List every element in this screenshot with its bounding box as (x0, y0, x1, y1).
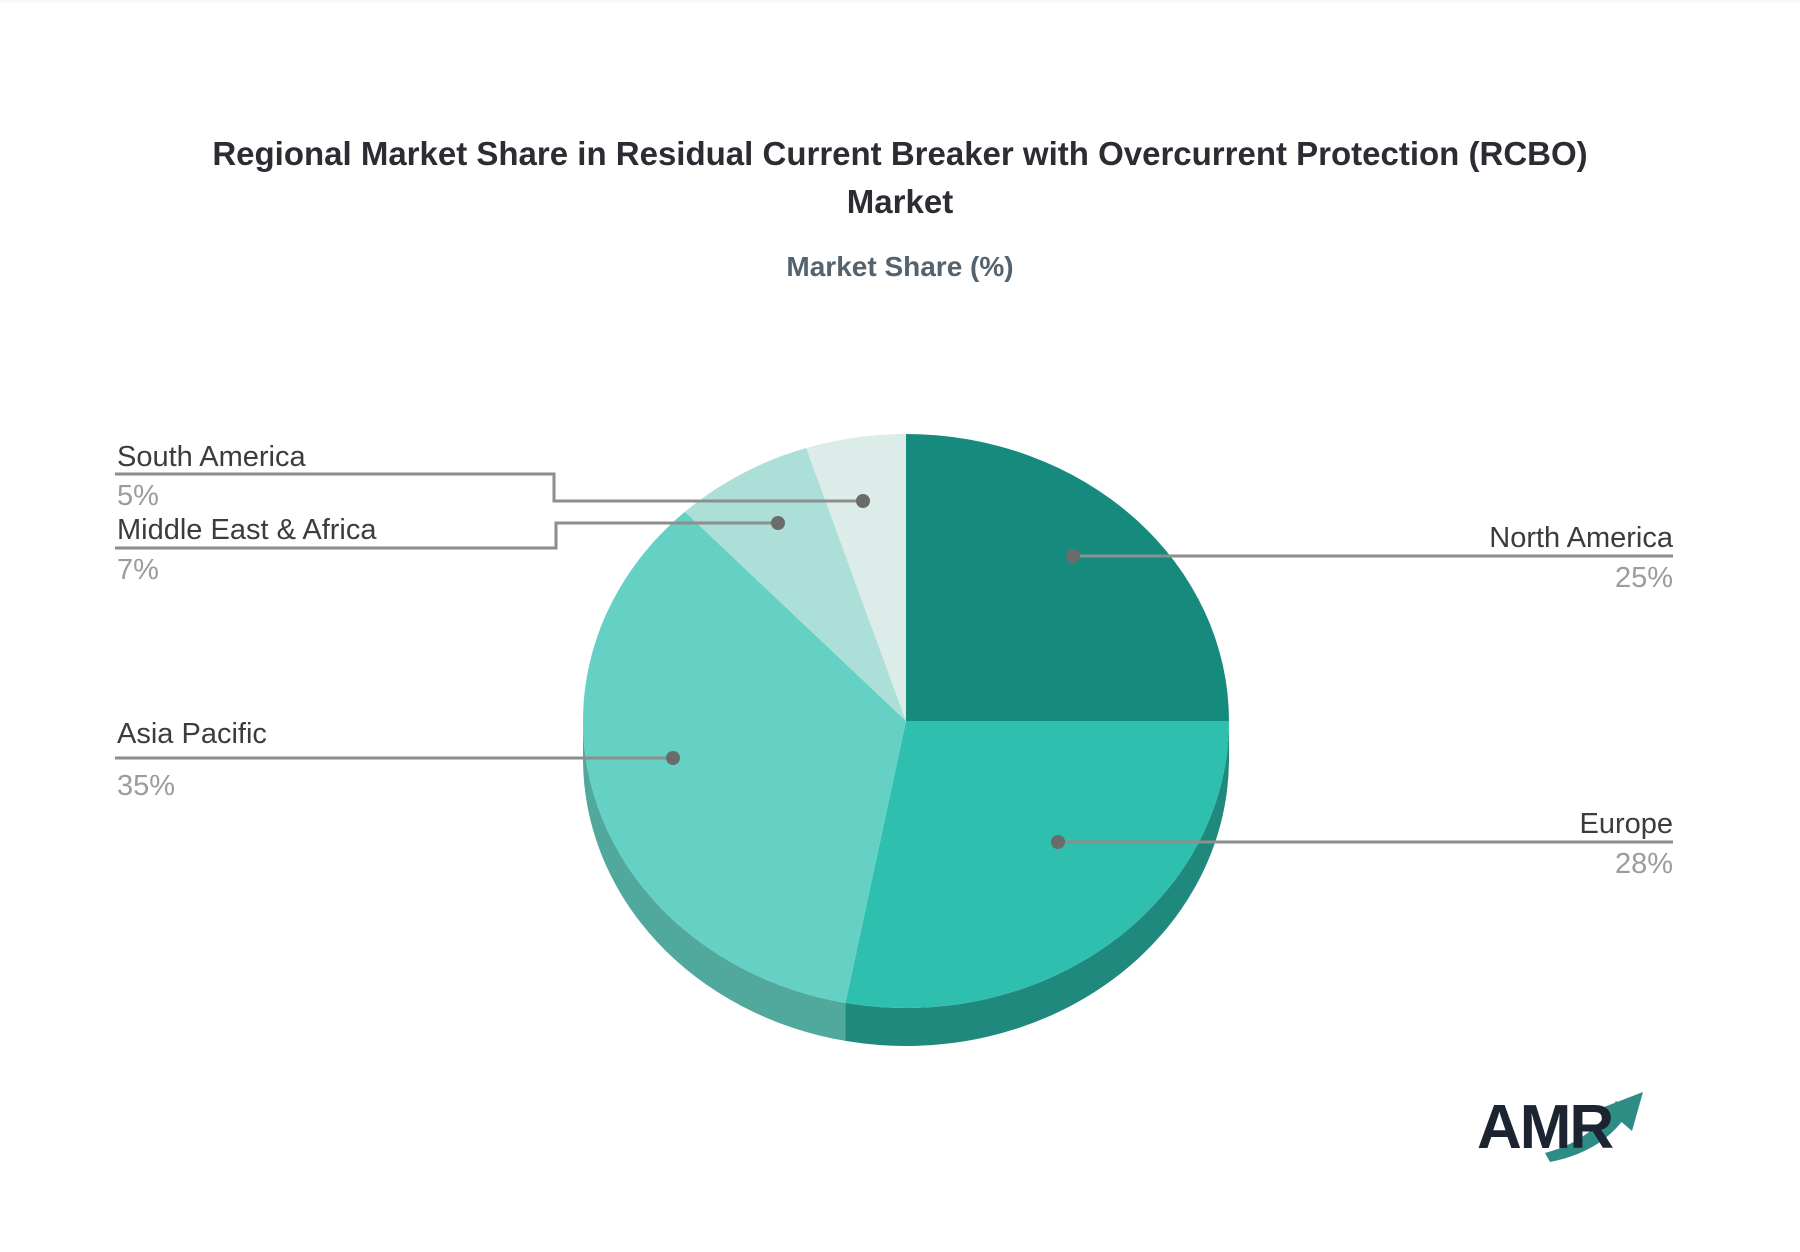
pie-slice-south-america (806, 434, 906, 721)
top-edge-strip (0, 0, 1800, 3)
callout-label-north-america: North America (1489, 522, 1673, 554)
callout-label-middle-east-africa: Middle East & Africa (117, 514, 377, 546)
callout-dot-south-america (856, 494, 870, 508)
pie-side-europe (845, 721, 1229, 1046)
amr-logo: AMR (1477, 1093, 1614, 1162)
chart-title-line1: Regional Market Share in Residual Curren… (212, 135, 1588, 172)
chart-subtitle: Market Share (%) (786, 251, 1014, 282)
callout-value-europe: 28% (1614, 848, 1673, 880)
callout-line-south-america (115, 472, 863, 503)
callout-label-asia-pacific: Asia Pacific (117, 718, 267, 750)
pie-slice-middle-east-africa (684, 448, 906, 721)
callout-line-middle-east-africa (115, 521, 778, 550)
logo-arrow-swoosh (1545, 1101, 1630, 1162)
logo-arrow-head (1604, 1092, 1643, 1131)
callout-dot-middle-east-africa (771, 516, 785, 530)
callout-dot-europe (1051, 835, 1065, 849)
callout-dot-north-america (1066, 549, 1080, 563)
callout-value-middle-east-africa: 7% (117, 554, 159, 586)
chart-title: Regional Market Share in Residual Curren… (120, 130, 1680, 226)
pie-side-asia-pacific (583, 721, 846, 1041)
callout-value-asia-pacific: 35% (117, 770, 176, 802)
callout-value-south-america: 5% (117, 480, 159, 512)
pie-slice-north-america (906, 434, 1229, 721)
chart-title-line2: Market (846, 183, 954, 220)
pie-slice-asia-pacific (582, 511, 906, 1003)
callout-value-north-america: 25% (1614, 562, 1673, 594)
callout-label-europe: Europe (1579, 808, 1673, 840)
pie-slice-europe (845, 721, 1229, 1009)
callout-label-south-america: South America (117, 441, 306, 473)
callout-dot-asia-pacific (666, 751, 680, 765)
